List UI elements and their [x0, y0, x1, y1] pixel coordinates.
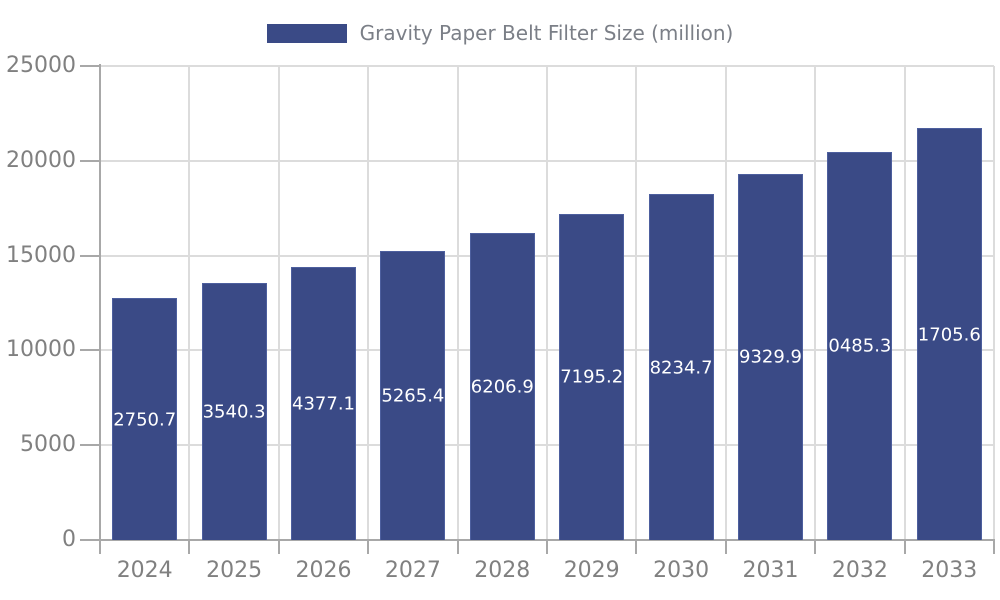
x-axis-tick — [814, 540, 817, 554]
bar-value-label: 16206.95 — [470, 376, 534, 398]
y-tick-label: 10000 — [6, 337, 76, 363]
bar-value-label: 20485.39 — [828, 335, 892, 357]
legend: Gravity Paper Belt Filter Size (million) — [0, 22, 1000, 44]
x-axis-tick — [367, 540, 370, 554]
y-axis-line — [99, 64, 101, 541]
x-tick-label: 2029 — [563, 558, 620, 583]
legend-swatch — [266, 23, 347, 43]
grid-line-vertical — [635, 66, 638, 540]
y-axis-tick — [80, 65, 100, 67]
grid-line-vertical — [724, 66, 727, 540]
y-axis-tick — [80, 444, 100, 447]
x-tick-label: 2032 — [831, 558, 888, 583]
bar: 16206.95 — [469, 232, 535, 540]
bar: 20485.39 — [827, 151, 893, 540]
y-tick-label: 20000 — [6, 147, 76, 173]
x-tick-label: 2025 — [206, 558, 263, 583]
bar-value-label: 12750.78 — [113, 409, 177, 431]
bar-value-label: 13540.35 — [202, 401, 266, 423]
bar-value-label: 18234.75 — [649, 357, 713, 379]
y-axis-tick — [80, 349, 100, 352]
bar-value-label: 14377.15 — [291, 393, 355, 415]
x-tick-label: 2024 — [116, 558, 173, 583]
grid-line-vertical — [277, 66, 280, 540]
y-tick-label: 5000 — [20, 432, 76, 458]
y-tick-label: 0 — [62, 527, 76, 552]
bar: 19329.95 — [738, 173, 803, 540]
bar: 18234.75 — [648, 194, 714, 540]
bar-value-label: 19329.95 — [738, 346, 802, 368]
x-axis-tick — [456, 540, 459, 554]
grid-line-vertical — [546, 66, 548, 540]
x-tick-label: 2027 — [384, 558, 441, 583]
bar: 14377.15 — [291, 267, 356, 540]
bar-value-label: 17195.25 — [560, 366, 624, 388]
x-axis-tick — [546, 540, 548, 554]
grid-line-vertical — [456, 66, 459, 540]
y-tick-label: 15000 — [6, 242, 76, 268]
x-axis-line — [99, 539, 995, 541]
bar: 13540.35 — [201, 283, 267, 540]
grid-line-vertical — [367, 66, 370, 540]
y-tick-label: 25000 — [6, 53, 76, 78]
y-axis-tick — [80, 539, 100, 541]
x-tick-label: 2028 — [474, 558, 531, 583]
x-tick-label: 2030 — [653, 558, 710, 583]
grid-line-vertical — [814, 66, 817, 540]
x-tick-label: 2026 — [295, 558, 352, 583]
x-axis-tick — [277, 540, 280, 554]
y-axis-tick — [80, 254, 100, 257]
bar: 15265.44 — [380, 250, 446, 540]
x-tick-label: 2033 — [921, 558, 978, 583]
x-axis-tick — [993, 540, 995, 554]
y-axis-tick — [80, 159, 100, 162]
grid-line-vertical — [993, 66, 995, 540]
bar-value-label: 15265.44 — [381, 385, 445, 407]
x-axis-tick — [188, 540, 191, 554]
bar: 17195.25 — [559, 213, 625, 540]
x-axis-tick — [635, 540, 638, 554]
bar: 12750.78 — [112, 298, 178, 540]
grid-line-vertical — [188, 66, 191, 540]
x-tick-label: 2031 — [742, 558, 799, 583]
grid-line-vertical — [903, 66, 906, 540]
x-axis-tick — [724, 540, 727, 554]
x-axis-tick — [903, 540, 906, 554]
x-axis-tick — [99, 540, 101, 554]
legend-label: Gravity Paper Belt Filter Size (million) — [359, 21, 734, 45]
